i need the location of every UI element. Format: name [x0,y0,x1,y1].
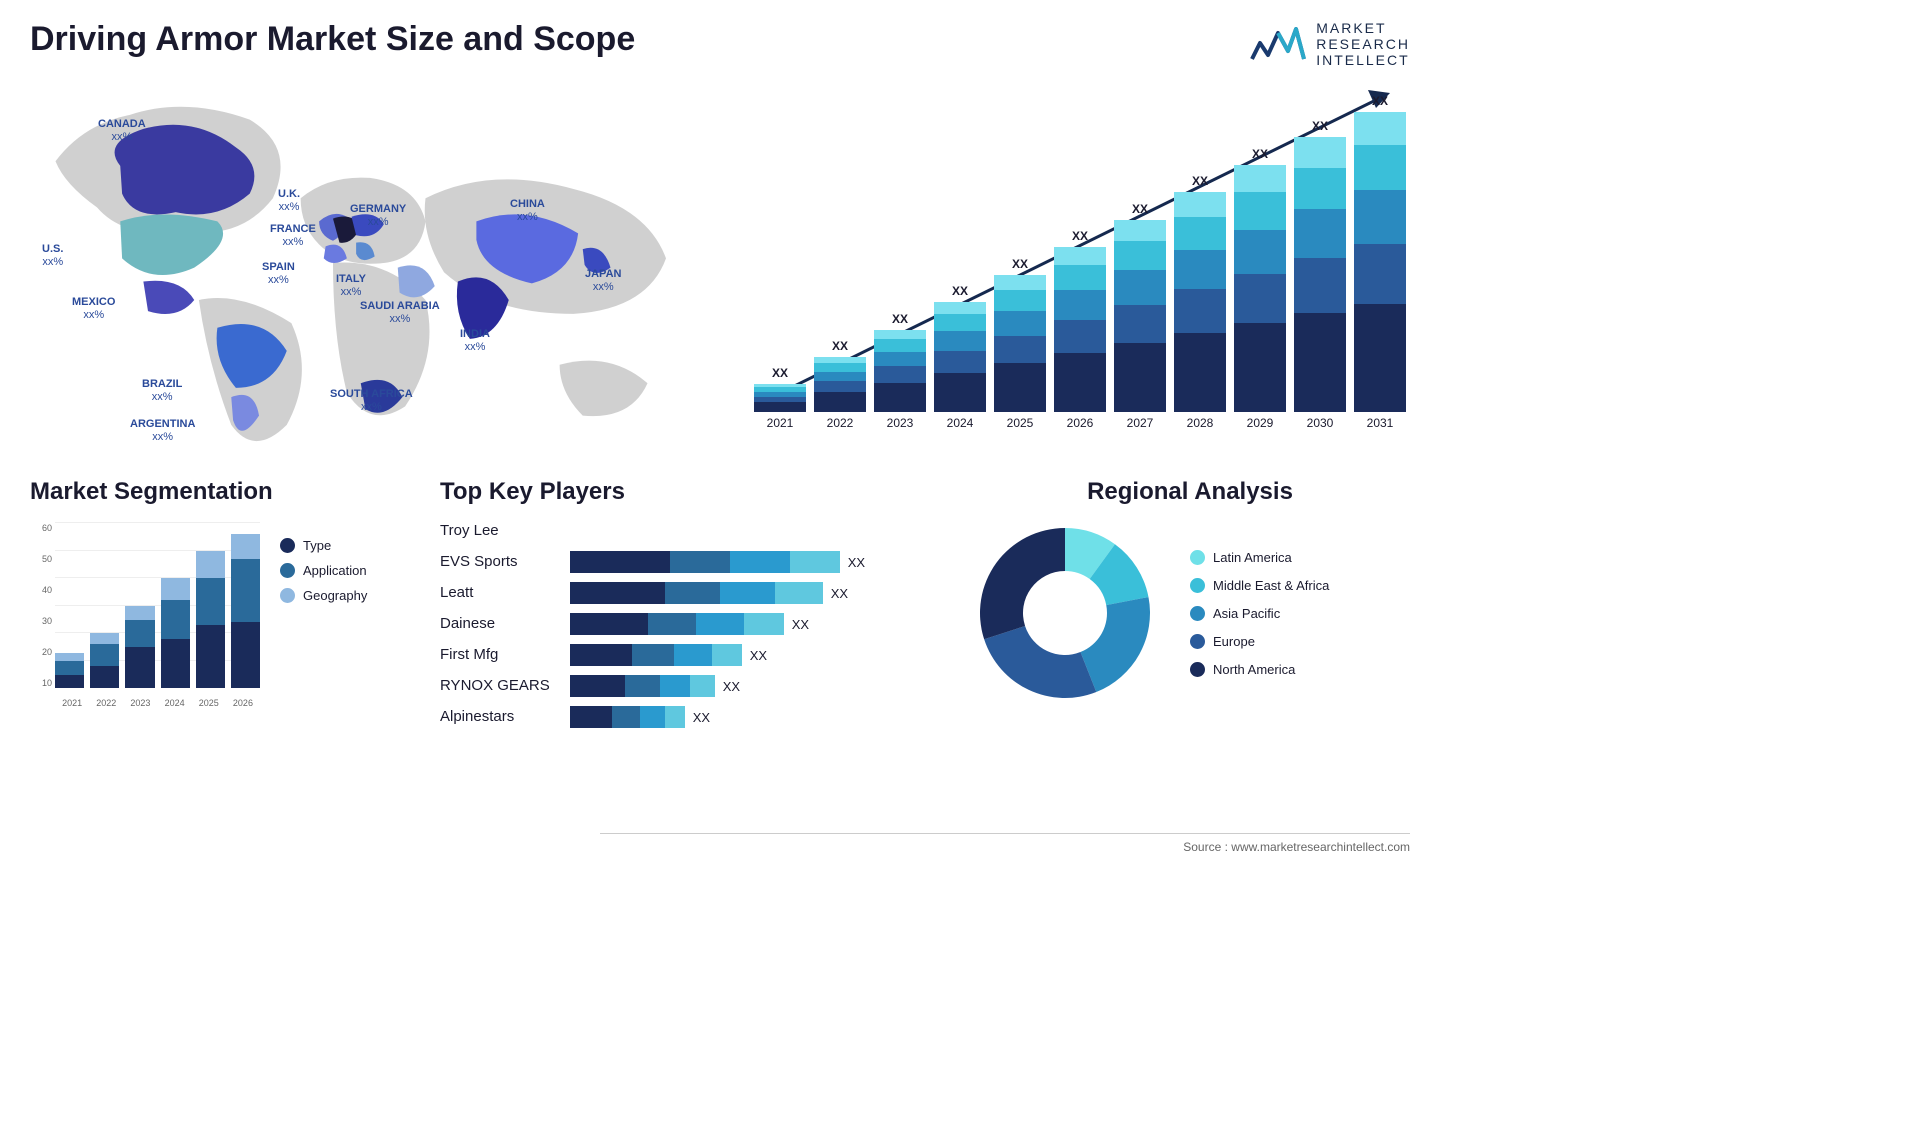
segmentation-legend: Type Application Geography [280,518,367,603]
legend-item: Type [280,538,367,553]
segmentation-title: Market Segmentation [30,478,410,506]
country-label: SPAINxx% [262,261,295,286]
player-name: Alpinestars [440,706,550,728]
growth-column: XX2029 [1234,147,1286,430]
player-bar: XX [570,582,940,604]
country-label: SAUDI ARABIAxx% [360,300,440,325]
legend-item: Europe [1190,634,1329,649]
country-label: CHINAxx% [510,198,545,223]
seg-column [55,653,84,689]
legend-item: Geography [280,588,367,603]
seg-column [125,606,154,689]
logo-line2: RESEARCH [1316,36,1410,52]
donut-slice [980,528,1065,639]
regional-legend: Latin America Middle East & Africa Asia Pa… [1190,550,1329,677]
growth-column: XX2031 [1354,94,1406,430]
player-name: Leatt [440,582,550,604]
growth-chart: XX2021XX2022XX2023XX2024XX2025XX2026XX20… [750,78,1410,448]
growth-column: XX2024 [934,284,986,430]
source-text: Source : www.marketresearchintellect.com [1183,840,1410,854]
player-bar: XX [570,644,940,666]
player-bar: XX [570,551,940,573]
world-map: CANADAxx% U.S.xx% MEXICOxx% BRAZILxx% ARGENT… [30,78,710,453]
country-label: ARGENTINAxx% [130,418,195,443]
growth-column: XX2028 [1174,174,1226,430]
seg-column [161,578,190,688]
player-name: Troy Lee [440,520,550,542]
player-name: RYNOX GEARS [440,675,550,697]
legend-item: North America [1190,662,1329,677]
legend-item: Middle East & Africa [1190,578,1329,593]
keyplayer-names: Troy Lee EVS Sports Leatt Dainese First Mfg R… [440,518,550,728]
player-bar: XX [570,613,940,635]
brand-logo: MARKET RESEARCH INTELLECT [1250,20,1410,68]
player-name: EVS Sports [440,551,550,573]
player-name: First Mfg [440,644,550,666]
country-label: CANADAxx% [98,118,146,143]
seg-column [90,633,119,688]
logo-line3: INTELLECT [1316,52,1410,68]
growth-column: XX2023 [874,312,926,430]
country-label: U.S.xx% [42,243,63,268]
legend-item: Application [280,563,367,578]
country-label: JAPANxx% [585,268,621,293]
donut-slice [1080,597,1150,692]
growth-column: XX2022 [814,339,866,430]
legend-item: Asia Pacific [1190,606,1329,621]
growth-column: XX2025 [994,257,1046,430]
seg-column [231,534,260,688]
logo-line1: MARKET [1316,20,1410,36]
country-label: BRAZILxx% [142,378,182,403]
segmentation-chart: 605040302010 202120222023202420252026 [30,518,260,708]
country-label: INDIAxx% [460,328,490,353]
seg-column [196,551,225,689]
growth-column: XX2026 [1054,229,1106,430]
page-title: Driving Armor Market Size and Scope [30,20,635,59]
player-bar [570,520,940,542]
player-name: Dainese [440,613,550,635]
country-label: U.K.xx% [278,188,300,213]
footer-rule [600,833,1410,834]
country-label: SOUTH AFRICAxx% [330,388,413,413]
regional-title: Regional Analysis [970,478,1410,506]
regional-donut [970,518,1160,708]
player-bar: XX [570,675,940,697]
player-bar: XX [570,706,940,728]
keyplayers-title: Top Key Players [440,478,940,506]
country-label: GERMANYxx% [350,203,406,228]
country-label: MEXICOxx% [72,296,115,321]
keyplayer-bars: XX XX XX XX XX XX [570,518,940,728]
logo-mark-icon [1250,21,1306,67]
country-label: ITALYxx% [336,273,366,298]
growth-column: XX2030 [1294,119,1346,430]
donut-slice [984,626,1096,698]
growth-column: XX2021 [754,366,806,430]
growth-column: XX2027 [1114,202,1166,430]
country-label: FRANCExx% [270,223,316,248]
legend-item: Latin America [1190,550,1329,565]
